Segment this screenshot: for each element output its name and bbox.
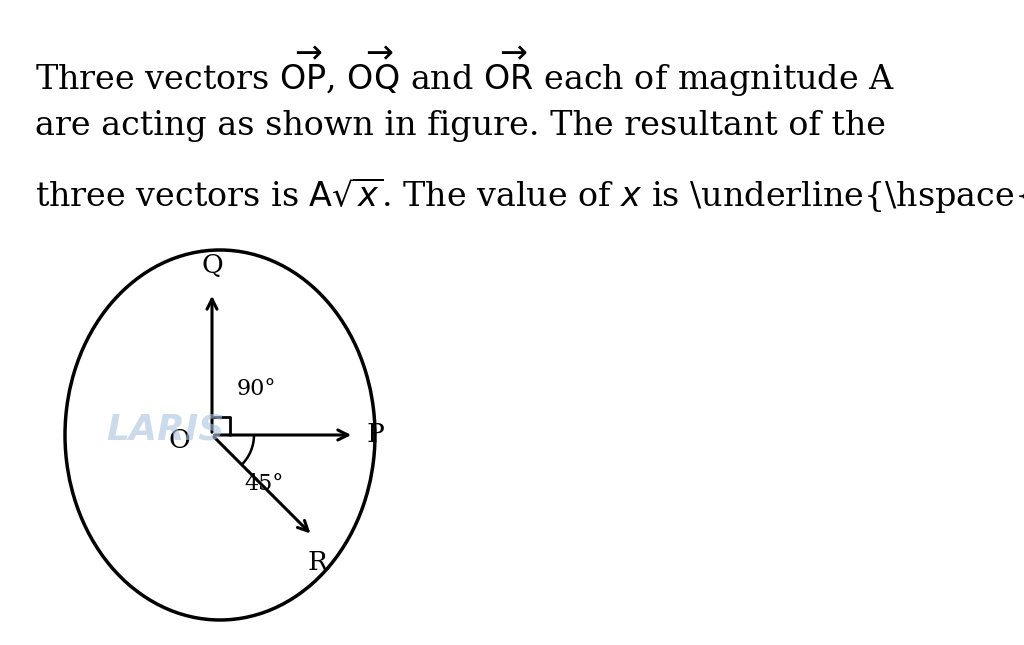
Text: LARIS: LARIS	[105, 413, 224, 447]
Text: O: O	[168, 428, 190, 453]
Text: Three vectors $\overrightarrow{\mathrm{OP}}$, $\overrightarrow{\mathrm{OQ}}$ and: Three vectors $\overrightarrow{\mathrm{O…	[35, 45, 895, 99]
Text: 45°: 45°	[244, 473, 284, 495]
Text: 90°: 90°	[237, 378, 276, 400]
Text: P: P	[366, 422, 384, 448]
Text: R: R	[307, 550, 328, 575]
Text: are acting as shown in figure. The resultant of the: are acting as shown in figure. The resul…	[35, 110, 886, 142]
Text: three vectors is $\mathrm{A}\sqrt{x}$. The value of $x$ is \underline{\hspace{1.: three vectors is $\mathrm{A}\sqrt{x}$. T…	[35, 175, 1024, 215]
Text: Q: Q	[201, 253, 223, 278]
